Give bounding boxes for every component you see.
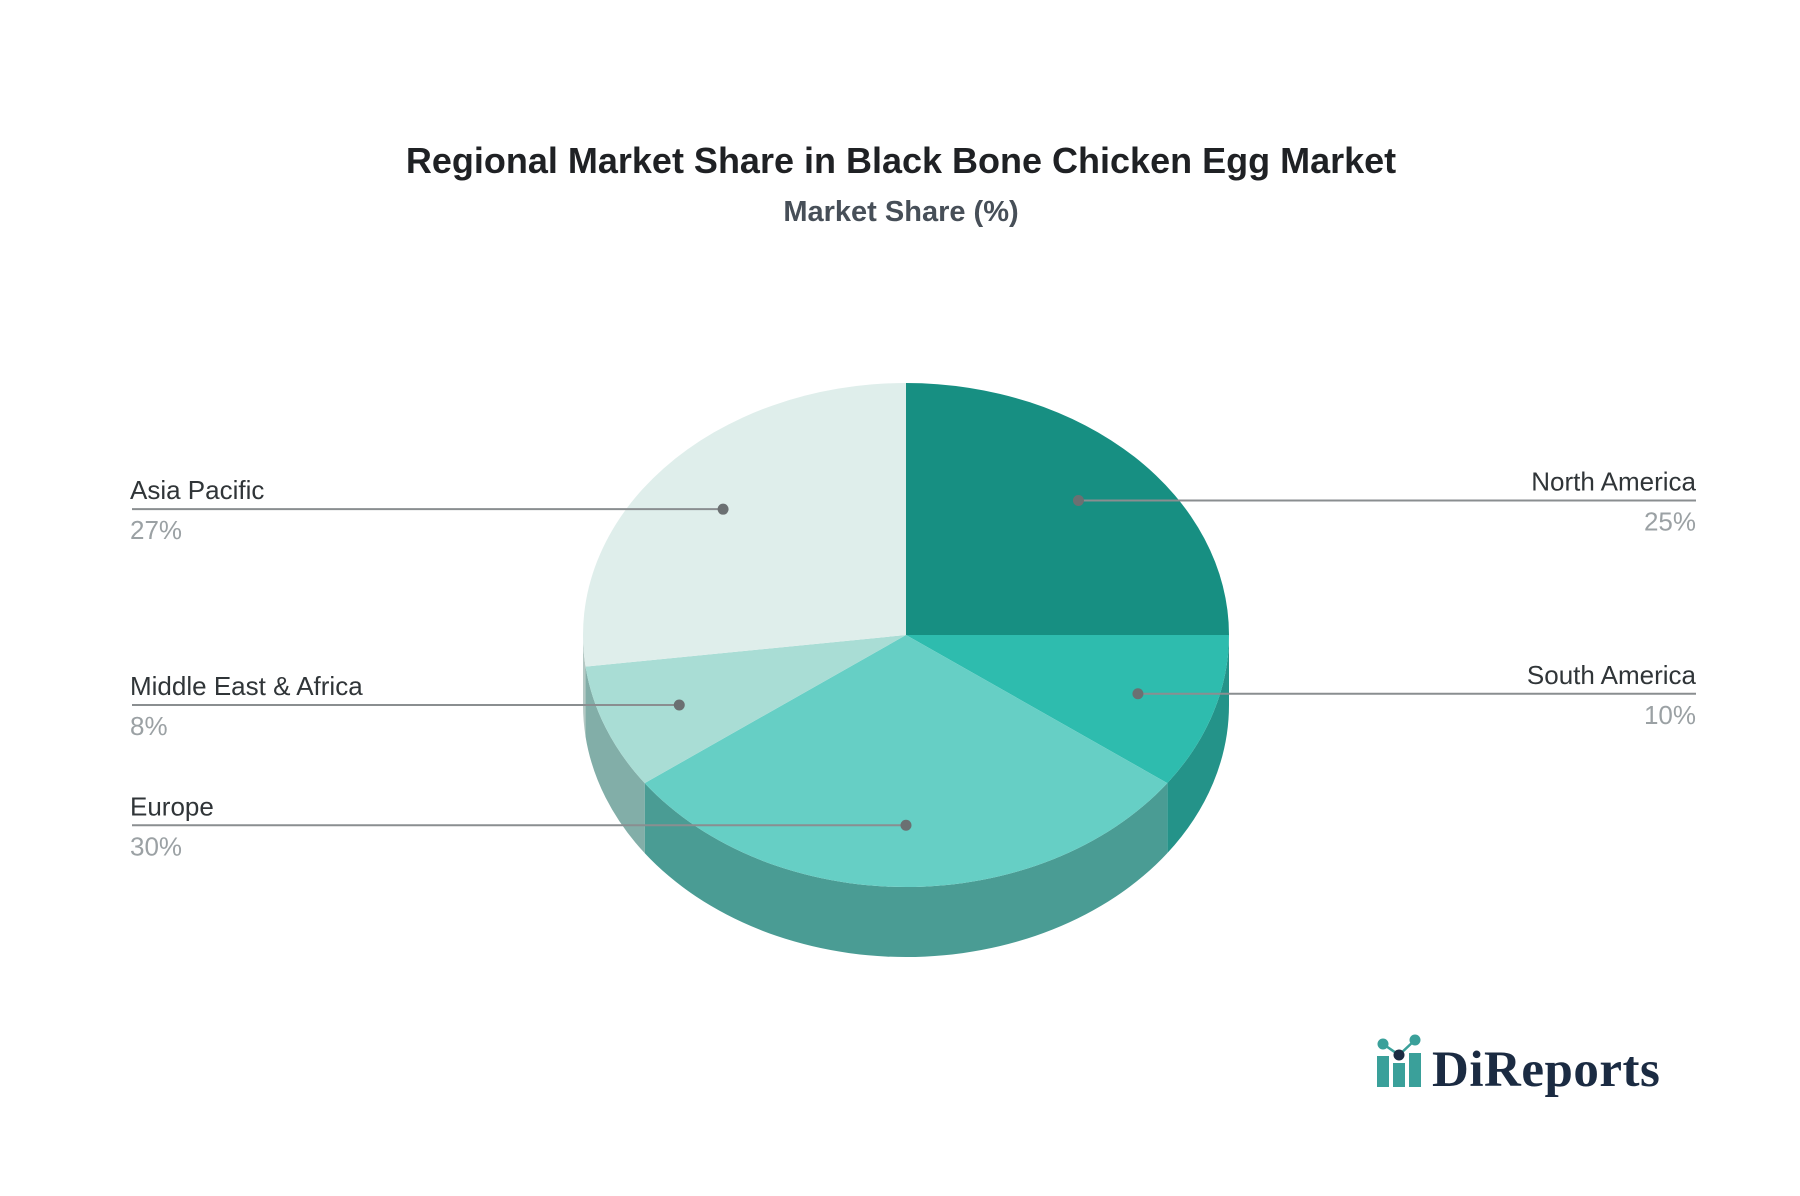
chart-title: Regional Market Share in Black Bone Chic… (406, 140, 1396, 181)
leader-dot (717, 503, 729, 515)
logo-bar (1393, 1063, 1405, 1087)
slice-label-percent: 8% (130, 711, 168, 741)
slice-label-name: Asia Pacific (130, 475, 264, 505)
pie-slice-side-asia-pacific (583, 635, 586, 737)
slice-label-south-america: South America 10% (1132, 660, 1697, 730)
leader-dot (1072, 494, 1084, 506)
slice-label-name: Europe (130, 791, 214, 821)
logo-bar (1377, 1056, 1389, 1087)
pie-slice-north-america (906, 383, 1229, 635)
logo-dot (1409, 1034, 1421, 1046)
brand-name: DiReports (1432, 1042, 1660, 1098)
slice-label-name: Middle East & Africa (130, 671, 363, 701)
bar-line-chart-logo-icon (1377, 1034, 1421, 1087)
leader-dot (673, 699, 685, 711)
pie-3d-side-walls (583, 635, 1229, 957)
slice-label-percent: 30% (130, 831, 182, 861)
pie-slice-side-south-america (1167, 635, 1229, 854)
slice-label-percent: 27% (130, 515, 182, 545)
slice-label-name: North America (1531, 466, 1696, 496)
leader-dot (900, 819, 912, 831)
pie-slice-europe (644, 635, 1168, 888)
slice-label-name: South America (1527, 660, 1697, 690)
pie-slice-middle-east-africa (585, 635, 906, 784)
slice-label-percent: 25% (1644, 506, 1696, 536)
slice-label-middle-east-africa: Middle East & Africa 8% (130, 671, 685, 741)
slice-label-north-america: North America 25% (1072, 466, 1697, 536)
logo-dot (1377, 1038, 1389, 1050)
pie-slice-side-middle-east-africa (585, 666, 645, 854)
logo-dot (1393, 1049, 1405, 1061)
slice-label-europe: Europe 30% (130, 791, 912, 861)
pie-slice-asia-pacific (582, 383, 906, 667)
logo-bar (1409, 1053, 1421, 1087)
pie-slice-south-america (906, 635, 1229, 784)
brand-logo: DiReports (1377, 1034, 1660, 1098)
slice-label-asia-pacific: Asia Pacific 27% (130, 475, 729, 545)
chart-subtitle: Market Share (%) (783, 196, 1018, 228)
slice-label-percent: 10% (1644, 700, 1696, 730)
pie-3d-top-slices (582, 383, 1229, 888)
pie-slice-labels: North America 25% South America 10% Europe 30… (130, 466, 1697, 861)
pie-slice-side-europe (644, 783, 1168, 957)
leader-dot (1132, 688, 1144, 700)
